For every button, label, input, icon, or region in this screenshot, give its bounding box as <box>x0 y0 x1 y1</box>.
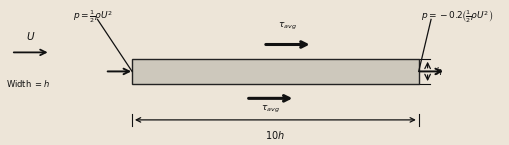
Text: $h$: $h$ <box>435 65 442 77</box>
Text: $U$: $U$ <box>26 30 36 42</box>
Text: $\tau_{avg}$: $\tau_{avg}$ <box>278 20 297 32</box>
Text: $\tau_{avg}$: $\tau_{avg}$ <box>261 104 280 115</box>
Text: $p = -0.2\!\left(\frac{1}{2}\rho U^2\right)$: $p = -0.2\!\left(\frac{1}{2}\rho U^2\rig… <box>421 9 493 25</box>
Text: Width $= h$: Width $= h$ <box>6 78 50 89</box>
Text: $10h$: $10h$ <box>265 128 286 141</box>
Text: $p = \frac{1}{2}\rho U^2$: $p = \frac{1}{2}\rho U^2$ <box>73 9 113 25</box>
Bar <box>132 59 419 84</box>
